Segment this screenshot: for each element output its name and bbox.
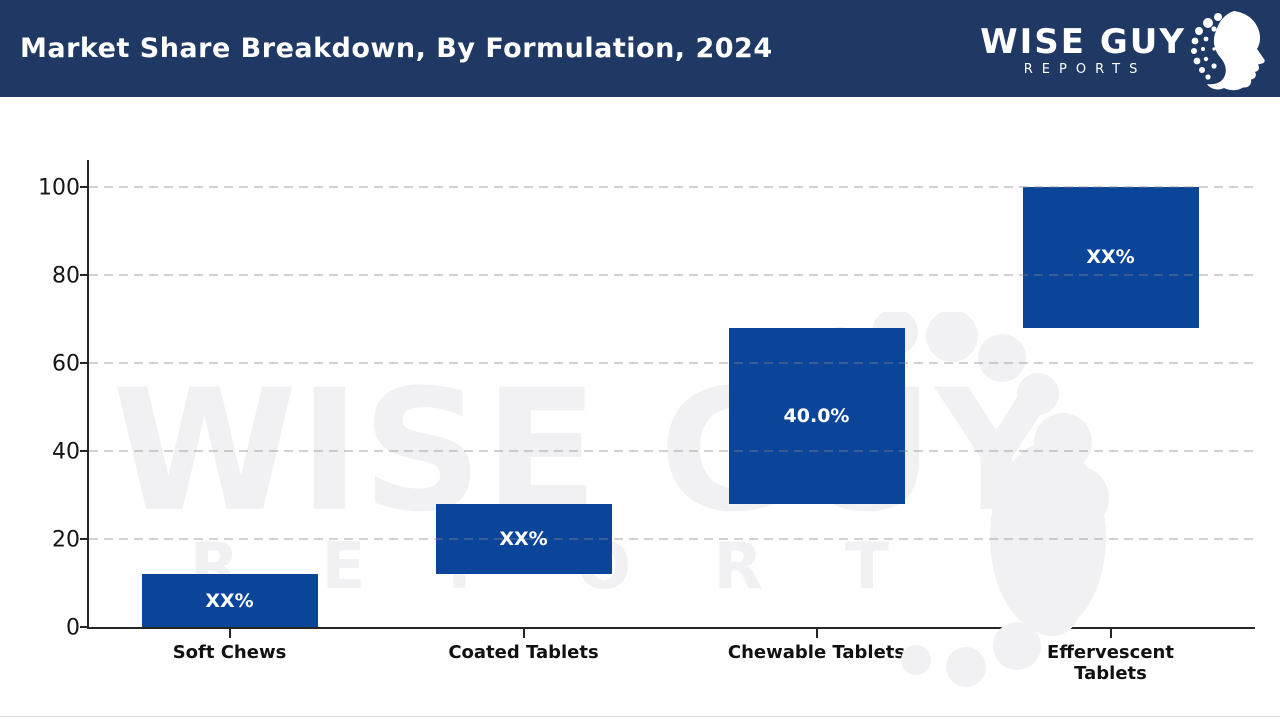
bar bbox=[728, 327, 905, 504]
x-axis-line bbox=[87, 627, 1255, 629]
bar-value-label: 40.0% bbox=[783, 404, 850, 427]
y-axis-tick-label: 100 bbox=[38, 175, 80, 201]
bar-value-label: XX% bbox=[205, 589, 254, 612]
y-axis-tick-mark bbox=[80, 274, 88, 276]
y-axis-tick-label: 40 bbox=[52, 439, 80, 465]
logo-wordmark: WISE GUY bbox=[980, 21, 1186, 62]
x-axis-tick-mark bbox=[228, 629, 231, 638]
bar-value-label: XX% bbox=[499, 528, 548, 550]
gridline bbox=[89, 274, 1255, 276]
bar bbox=[141, 574, 318, 627]
gridline bbox=[89, 186, 1255, 188]
category-label: Effervescent Tablets bbox=[1047, 642, 1174, 684]
logo-text: WISE GUY REPORTS bbox=[980, 24, 1186, 77]
bar-value-label: XX% bbox=[1086, 246, 1135, 269]
y-axis-tick-mark bbox=[80, 450, 88, 452]
logo-subtitle: REPORTS bbox=[1023, 61, 1147, 77]
category-label: Coated Tablets bbox=[448, 642, 599, 663]
chart-area: WISE GUY R E P O R T 020406080100XX%Soft… bbox=[0, 97, 1280, 720]
y-axis-tick-label: 60 bbox=[52, 351, 80, 377]
wise-guy-head-icon bbox=[1191, 11, 1265, 91]
y-axis-tick-mark bbox=[80, 362, 88, 364]
gridline bbox=[89, 362, 1255, 364]
y-axis-tick-label: 80 bbox=[52, 263, 80, 289]
category-label: Chewable Tablets bbox=[727, 642, 906, 663]
y-axis-tick-mark bbox=[80, 538, 88, 540]
footer-divider bbox=[0, 716, 1280, 717]
y-axis-tick-mark bbox=[80, 186, 88, 188]
x-axis-tick-mark bbox=[815, 629, 818, 638]
x-axis-tick-mark bbox=[522, 629, 525, 638]
header-bar: Market Share Breakdown, By Formulation, … bbox=[0, 0, 1280, 97]
y-axis-tick-label: 0 bbox=[66, 615, 80, 641]
x-axis-tick-mark bbox=[1109, 629, 1112, 638]
y-axis-tick-mark bbox=[80, 626, 88, 628]
page-title: Market Share Breakdown, By Formulation, … bbox=[20, 33, 773, 64]
gridline bbox=[89, 538, 1255, 540]
bar bbox=[435, 503, 612, 575]
wise-guy-reports-logo: WISE GUY REPORTS bbox=[980, 8, 1266, 92]
bar bbox=[1022, 187, 1199, 328]
y-axis-tick-label: 20 bbox=[52, 527, 80, 553]
category-label: Soft Chews bbox=[172, 642, 287, 663]
y-axis-line bbox=[87, 160, 89, 629]
gridline bbox=[89, 450, 1255, 452]
watermark-head-dots bbox=[775, 312, 1109, 687]
